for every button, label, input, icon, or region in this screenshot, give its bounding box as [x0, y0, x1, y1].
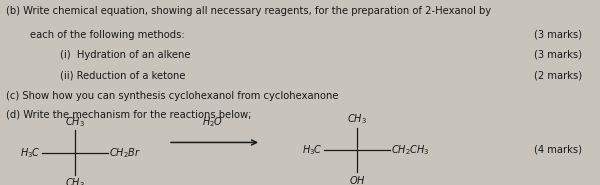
Text: (c) Show how you can synthesis cyclohexanol from cyclohexanone: (c) Show how you can synthesis cyclohexa… — [6, 91, 338, 101]
Text: $CH_2CH_3$: $CH_2CH_3$ — [391, 143, 430, 157]
Text: $OH$: $OH$ — [349, 174, 365, 185]
Text: (3 marks): (3 marks) — [534, 50, 582, 60]
Text: $H_3C$: $H_3C$ — [20, 146, 41, 159]
Text: (3 marks): (3 marks) — [534, 30, 582, 40]
Text: $CH_3$: $CH_3$ — [347, 112, 367, 126]
Text: (b) Write chemical equation, showing all necessary reagents, for the preparation: (b) Write chemical equation, showing all… — [6, 6, 491, 16]
Text: $CH_2Br$: $CH_2Br$ — [109, 146, 141, 159]
Text: $H_3C$: $H_3C$ — [302, 143, 323, 157]
Text: each of the following methods:: each of the following methods: — [30, 30, 185, 40]
Text: (4 marks): (4 marks) — [534, 144, 582, 154]
Text: $CH_3$: $CH_3$ — [65, 115, 85, 129]
Text: (2 marks): (2 marks) — [534, 70, 582, 80]
Text: $H_2O$: $H_2O$ — [202, 115, 224, 129]
Text: $CH_3$: $CH_3$ — [65, 177, 85, 185]
Text: (ii) Reduction of a ketone: (ii) Reduction of a ketone — [60, 70, 185, 80]
Text: (i)  Hydration of an alkene: (i) Hydration of an alkene — [60, 50, 191, 60]
Text: (d) Write the mechanism for the reactions below;: (d) Write the mechanism for the reaction… — [6, 109, 251, 119]
